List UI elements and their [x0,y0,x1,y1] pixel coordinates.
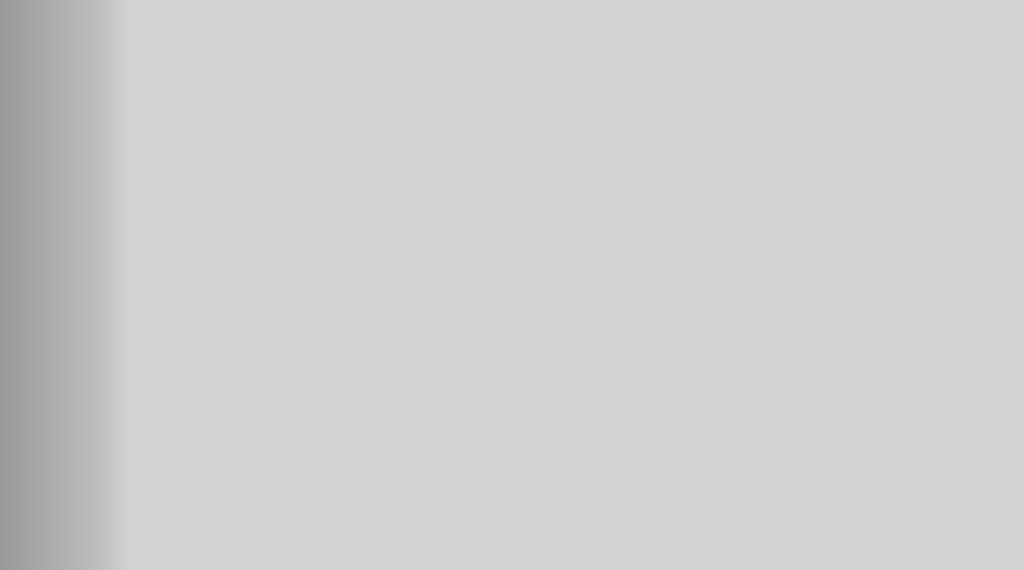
Ellipse shape [688,365,730,398]
Text: conditions only: conditions only [378,405,557,425]
Text: In vitro: In vitro [300,405,385,425]
Text: 3.: 3. [799,336,821,356]
Text: 2.: 2. [799,115,821,135]
Text: (4): (4) [493,203,525,223]
Text: 22.: 22. [219,115,256,135]
Text: Class: Class [519,169,581,189]
Text: Order: Order [519,203,587,223]
Text: (3): (3) [271,203,305,223]
Text: o. in: o. in [132,409,162,423]
Text: Living beings as well as in cell free system: Living beings as well as in cell free sy… [300,320,804,340]
Text: 23.: 23. [219,246,256,266]
Text: i: i [840,409,844,427]
Text: and mango is: and mango is [248,139,406,159]
Text: Family: Family [300,203,377,223]
Text: Living organisms only: Living organisms only [315,363,573,382]
Text: (4): (4) [871,203,896,218]
Text: T: T [834,119,845,136]
Text: nidae: nidae [132,363,171,377]
Text: The lowest common taxonomic category for wheat: The lowest common taxonomic category for… [248,115,845,135]
Text: fi: fi [840,367,850,384]
Text: g. 10]: g. 10] [132,246,173,259]
Text: (2): (2) [271,320,305,340]
Text: (1): (1) [271,280,305,300]
Text: (2): (2) [493,169,525,189]
Text: Division: Division [306,169,400,189]
Text: [NCERT Pg. 11]: [NCERT Pg. 11] [531,139,708,159]
Text: (: ( [840,169,846,186]
Text: Metabolic reactions occur in: Metabolic reactions occur in [248,246,582,266]
Text: (4): (4) [271,405,305,425]
Text: Non-living objects only: Non-living objects only [300,280,570,300]
Text: [NCERT Pg. 5]: [NCERT Pg. 5] [569,246,732,266]
Text: fe: fe [838,143,853,161]
Text: (1): (1) [267,167,294,185]
Text: (: ( [840,249,846,267]
Text: NEET: NEET [219,86,271,103]
Text: (3): (3) [273,361,300,379]
Text: (4): (4) [840,284,861,299]
Text: to the: to the [132,275,173,289]
Text: Pg. 10]: Pg. 10] [132,121,181,135]
